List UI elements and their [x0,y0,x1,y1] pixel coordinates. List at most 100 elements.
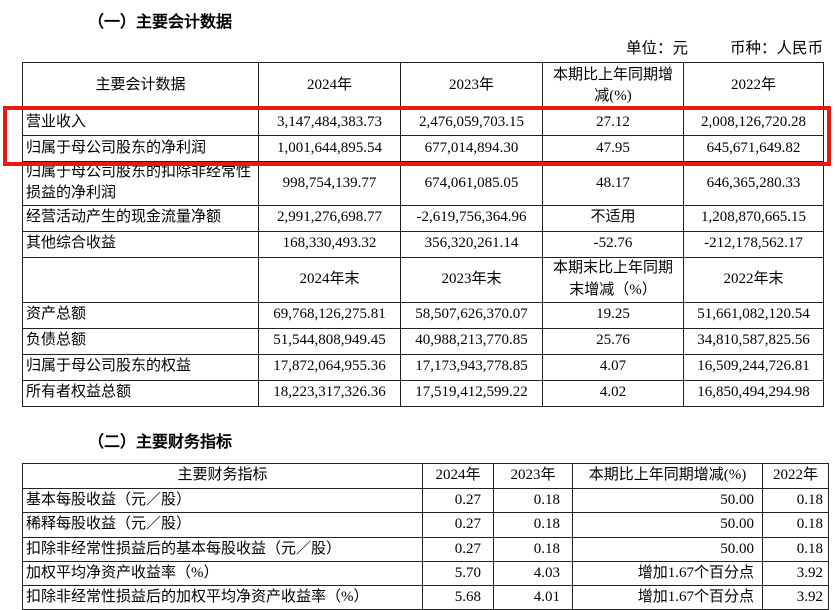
mid-header-cell: 2023年末 [400,256,543,303]
row-label-cell: 基本每股收益（元／股） [22,487,423,514]
row-label-cell: 稀释每股收益（元／股） [22,512,423,538]
change-cell: 27.12 [542,109,684,136]
row-label-cell: 其他综合收益 [22,230,259,258]
value-2024-cell: 2,991,276,698.77 [258,204,401,232]
row-label-cell: 经营活动产生的现金流量净额 [22,204,259,232]
value-2022-cell: -212,178,562.17 [683,230,824,258]
table-mid-header-row: 2024年末 2023年末 本期末比上年同期末增减（%） 2022年末 [22,256,824,303]
table-row: 经营活动产生的现金流量净额 2,991,276,698.77 -2,619,756,… [22,204,824,232]
row-label-cell: 所有者权益总额 [22,379,259,407]
value-2024-cell: 0.27 [422,512,494,538]
value-2022-cell: 3.92 [762,585,829,610]
value-2022-cell: 645,671,649.82 [683,135,824,162]
table-row: 归属于母公司股东的净利润 1,001,644,895.54 677,014,894.… [22,135,824,162]
value-2024-cell: 18,223,317,326.36 [258,379,401,407]
header-cell-change: 本期比上年同期增减(%) [542,62,684,110]
value-2024-cell: 3,147,484,383.73 [258,109,401,136]
row-label-cell: 扣除非经常性损益后的基本每股收益（元／股） [22,536,423,562]
value-2024-cell: 1,001,644,895.54 [258,135,401,162]
value-2022-cell: 3.92 [762,560,829,587]
section-1-title: （一）主要会计数据 [88,14,233,31]
change-cell: 25.76 [542,327,684,355]
value-2023-cell: 4.03 [493,560,573,587]
unit-label: 单位：元 [625,40,688,57]
value-2023-cell: 58,507,626,370.07 [400,301,543,329]
value-2023-cell: 17,519,412,599.22 [400,379,543,407]
table-row: 所有者权益总额 18,223,317,326.36 17,519,412,599.2… [22,379,824,407]
header-cell-2022: 2022年 [762,463,829,489]
value-2022-cell: 51,661,082,120.54 [683,301,824,329]
table-row: 归属于母公司股东的权益 17,872,064,955.36 17,173,943,7… [22,353,824,381]
table-row: 其他综合收益 168,330,493.32 356,320,261.14 -52.76… [22,230,824,258]
change-cell: 不适用 [542,204,684,232]
table-row: 基本每股收益（元／股） 0.27 0.18 50.00 0.18 [22,487,829,514]
value-2024-cell: 17,872,064,955.36 [258,353,401,381]
value-2023-cell: 0.18 [493,487,573,514]
value-2023-cell: 356,320,261.14 [400,230,543,258]
value-2022-cell: 0.18 [762,512,829,538]
row-label-cell: 负债总额 [22,327,259,355]
change-cell: 50.00 [572,487,763,514]
value-2022-cell: 16,850,494,294.98 [683,379,824,407]
value-2022-cell: 1,208,870,665.15 [683,204,824,232]
unit-currency-line: 单位：元 币种：人民币 [626,36,823,58]
value-2024-cell: 0.27 [422,487,494,514]
change-cell: -52.76 [542,230,684,258]
row-label-cell: 加权平均净资产收益率（%） [22,560,423,587]
table-row: 扣除非经常性损益后的基本每股收益（元／股） 0.27 0.18 50.00 0.18 [22,536,829,562]
row-label-cell: 营业收入 [22,109,259,136]
row-label-cell: 资产总额 [22,301,259,329]
accounting-data-table: 主要会计数据 2024年 2023年 本期比上年同期增减(%) 2022年 营业… [22,62,824,407]
value-2024-cell: 5.70 [422,560,494,587]
table-header-row: 主要会计数据 2024年 2023年 本期比上年同期增减(%) 2022年 [22,62,824,110]
row-label-cell: 归属于母公司股东的净利润 [22,135,259,162]
header-cell-label: 主要财务指标 [22,463,423,489]
header-cell-2024: 2024年 [422,463,494,489]
change-cell: 4.07 [542,353,684,381]
table-row: 加权平均净资产收益率（%） 5.70 4.03 增加1.67个百分点 3.92 [22,560,829,587]
change-cell: 47.95 [542,135,684,162]
header-cell-2023: 2023年 [400,62,543,110]
change-cell: 增加1.67个百分点 [572,560,763,587]
table-row: 负债总额 51,544,808,949.45 40,988,213,770.85 25… [22,327,824,355]
value-2024-cell: 998,754,139.77 [258,161,401,206]
change-cell: 增加1.67个百分点 [572,585,763,610]
value-2022-cell: 34,810,587,825.56 [683,327,824,355]
change-cell: 50.00 [572,512,763,538]
value-2022-cell: 2,008,126,720.28 [683,109,824,136]
value-2022-cell: 0.18 [762,536,829,562]
mid-header-cell: 2022年末 [683,256,824,303]
row-label-cell: 归属于母公司股东的扣除非经常性损益的净利润 [22,161,259,206]
mid-header-cell: 2024年末 [258,256,401,303]
value-2023-cell: -2,619,756,364.96 [400,204,543,232]
row-label-cell: 扣除非经常性损益后的加权平均净资产收益率（%） [22,585,423,610]
value-2024-cell: 5.68 [422,585,494,610]
value-2024-cell: 69,768,126,275.81 [258,301,401,329]
value-2023-cell: 17,173,943,778.85 [400,353,543,381]
change-cell: 50.00 [572,536,763,562]
header-cell-label: 主要会计数据 [22,62,259,110]
mid-header-cell: 本期末比上年同期末增减（%） [542,256,684,303]
header-cell-2024: 2024年 [258,62,401,110]
value-2024-cell: 168,330,493.32 [258,230,401,258]
row-label-cell: 归属于母公司股东的权益 [22,353,259,381]
financial-indicators-table: 主要财务指标 2024年 2023年 本期比上年同期增减(%) 2022年 基本… [22,463,829,610]
table-row: 扣除非经常性损益后的加权平均净资产收益率（%） 5.68 4.01 增加1.67个百分… [22,585,829,610]
change-cell: 19.25 [542,301,684,329]
value-2023-cell: 40,988,213,770.85 [400,327,543,355]
value-2023-cell: 2,476,059,703.15 [400,109,543,136]
section-2-title: （二）主要财务指标 [88,434,233,451]
value-2023-cell: 0.18 [493,536,573,562]
currency-label: 币种：人民币 [729,40,823,57]
header-cell-2022: 2022年 [683,62,824,110]
value-2022-cell: 16,509,244,726.81 [683,353,824,381]
table-row: 稀释每股收益（元／股） 0.27 0.18 50.00 0.18 [22,512,829,538]
value-2024-cell: 51,544,808,949.45 [258,327,401,355]
table-row: 营业收入 3,147,484,383.73 2,476,059,703.15 27.1… [22,109,824,136]
table-row: 资产总额 69,768,126,275.81 58,507,626,370.07 19… [22,301,824,329]
change-cell: 48.17 [542,161,684,206]
header-cell-2023: 2023年 [493,463,573,489]
value-2023-cell: 0.18 [493,512,573,538]
value-2022-cell: 0.18 [762,487,829,514]
